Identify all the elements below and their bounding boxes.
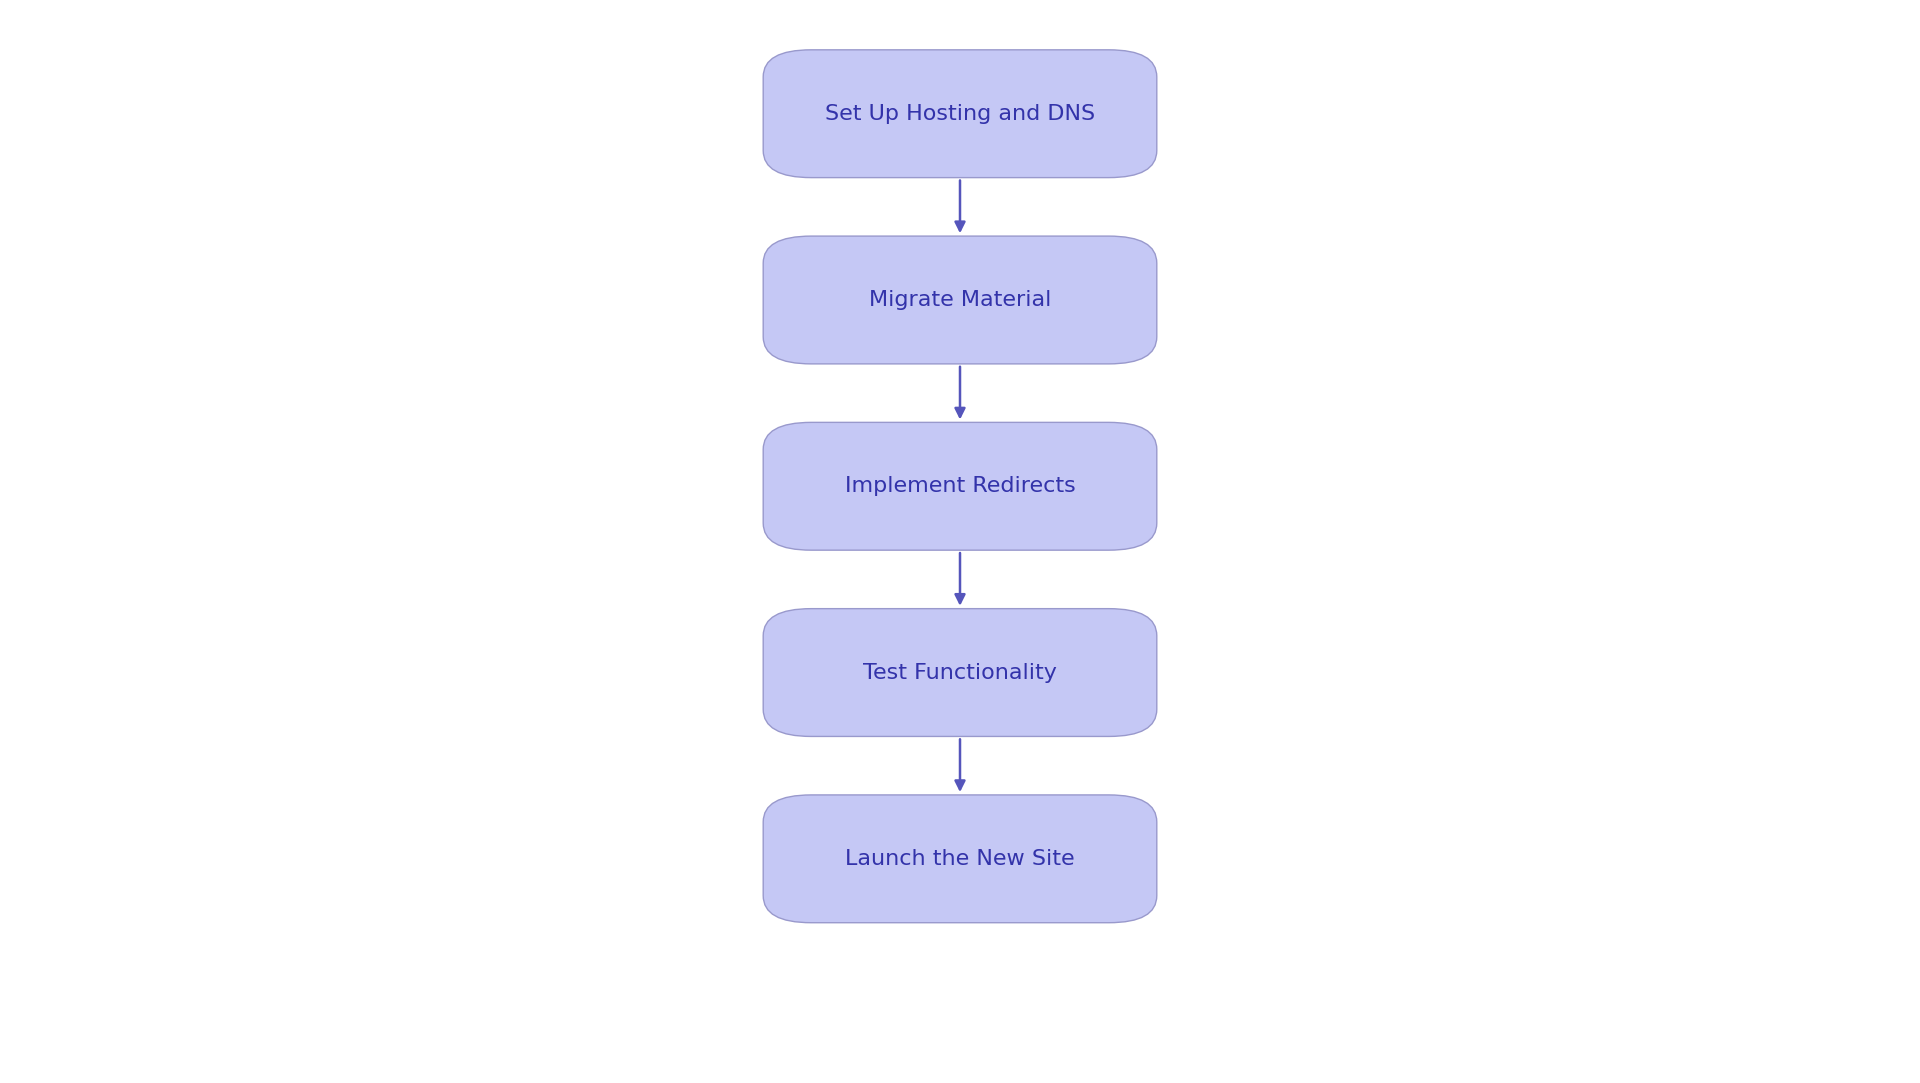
Text: Migrate Material: Migrate Material <box>870 290 1050 310</box>
FancyBboxPatch shape <box>762 236 1156 364</box>
Text: Test Functionality: Test Functionality <box>864 663 1056 682</box>
FancyBboxPatch shape <box>762 795 1156 923</box>
FancyBboxPatch shape <box>762 50 1156 178</box>
Text: Implement Redirects: Implement Redirects <box>845 477 1075 496</box>
FancyBboxPatch shape <box>762 422 1156 550</box>
FancyBboxPatch shape <box>762 609 1156 736</box>
Text: Launch the New Site: Launch the New Site <box>845 849 1075 869</box>
Text: Set Up Hosting and DNS: Set Up Hosting and DNS <box>826 104 1094 123</box>
